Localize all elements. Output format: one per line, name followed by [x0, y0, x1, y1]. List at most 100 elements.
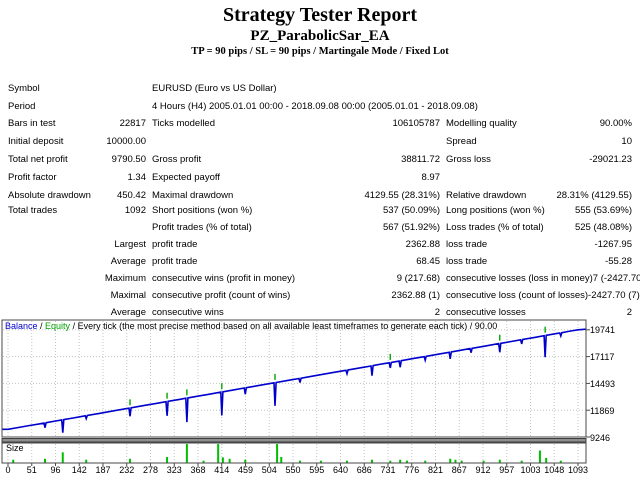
stat-value: 9790.50 — [111, 153, 146, 165]
stat-value: Maximal — [110, 290, 146, 301]
x-axis-label: 912 — [475, 465, 491, 475]
x-axis-label: 686 — [356, 465, 372, 475]
stat-group: consecutive wins (profit in money) 9 (217… — [152, 273, 440, 284]
stat-value: 2 — [626, 307, 632, 318]
stat-label: Ticks modelled — [152, 117, 216, 129]
stat-value: 106105787 — [392, 117, 440, 129]
stat-group: Relative drawdown 28.31% (4129.55) — [446, 190, 632, 201]
y-axis-label: 19741 — [590, 325, 616, 336]
x-axis-label: 459 — [237, 465, 254, 475]
stat-label: loss trade — [446, 256, 488, 267]
stat-group: Initial deposit 10000.00 — [8, 136, 146, 147]
stat-label: Spread — [446, 135, 477, 147]
stat-value: 9 (217.68) — [396, 273, 440, 284]
ea-name: PZ_ParabolicSar_EA — [250, 28, 390, 44]
stat-group: consecutive wins 2 — [152, 307, 440, 318]
chart-border — [1, 319, 587, 438]
stat-label: Total trades — [8, 205, 58, 216]
table-row: Maximum consecutive wins (profit in money… — [8, 270, 640, 287]
stat-value: 22817 — [119, 117, 146, 129]
stat-label: Expected payoff — [152, 171, 220, 183]
panel-splitter — [1, 438, 587, 443]
table-row: Profit factor 1.34 Expected payoff 8.97 — [8, 168, 632, 186]
size-bar — [299, 460, 302, 463]
stat-group: Maximal — [8, 290, 146, 301]
size-bar — [217, 444, 220, 463]
size-bar — [44, 458, 47, 463]
ea-settings-line: TP = 90 pips / SL = 90 pips / Martingale… — [191, 46, 449, 57]
info-value: EURUSD (Euro vs US Dollar) — [152, 82, 277, 94]
size-bar — [221, 457, 224, 463]
table-row: Symbol EURUSD (Euro vs US Dollar) — [8, 79, 632, 97]
stat-group: Gross loss -29021.23 — [446, 154, 632, 165]
legend-separator: / — [37, 321, 46, 331]
stat-label: Short positions (won %) — [152, 205, 253, 216]
stat-group: Spread 10 — [446, 136, 632, 147]
x-axis-label: 278 — [142, 465, 159, 475]
stat-label: consecutive wins — [152, 307, 224, 318]
legend-separator: / — [467, 321, 475, 331]
info-value: 4 Hours (H4) 2005.01.01 00:00 - 2018.09.… — [152, 100, 478, 112]
stat-group: Maximal drawdown 4129.55 (28.31%) — [152, 190, 440, 201]
stat-group: profit trade 2362.88 — [152, 239, 440, 250]
stat-label: Total net profit — [8, 153, 68, 165]
stat-value: 2 — [434, 307, 440, 318]
x-axis-label: 0 — [5, 465, 11, 475]
x-axis-label: 1003 — [520, 465, 541, 475]
table-row: Maximal consecutive profit (count of wins… — [8, 287, 640, 304]
stat-value: 2362.88 — [405, 239, 440, 250]
stat-label: Long positions (won %) — [446, 205, 545, 216]
stat-group: Maximum — [8, 273, 146, 284]
size-bar — [498, 459, 501, 463]
balance-equity-chart — [1, 319, 590, 466]
stat-value: 1.34 — [127, 171, 147, 183]
stat-label: consecutive profit (count of wins) — [152, 290, 291, 301]
y-axis-label: 14493 — [590, 378, 616, 389]
table-row: Profit trades (% of total) 567 (51.92%) Lo… — [8, 219, 632, 236]
stat-value: -1267.95 — [594, 239, 632, 250]
size-bar — [280, 456, 283, 463]
stat-label: consecutive wins (profit in money) — [152, 273, 296, 284]
stat-label: consecutive losses (loss in money) — [446, 273, 593, 284]
stat-group: Profit trades (% of total) 567 (51.92%) — [152, 222, 440, 233]
stat-group: consecutive losses (loss in money) 7 (-24… — [446, 273, 640, 284]
stat-value: 7 (-2427.70) — [592, 273, 640, 284]
stat-value: 555 (53.69%) — [574, 205, 632, 216]
page-title: Strategy Tester Report — [222, 4, 418, 26]
stat-group: consecutive losses 2 — [446, 307, 632, 318]
stat-value: 2362.88 (1) — [391, 290, 440, 301]
x-axis-label: 414 — [214, 465, 230, 475]
stat-group: Ticks modelled 106105787 — [152, 118, 440, 129]
size-bar — [424, 460, 427, 463]
x-axis-label: 187 — [95, 465, 111, 475]
stat-group: profit trade 68.45 — [152, 256, 440, 267]
stat-value: 537 (50.09%) — [382, 205, 440, 216]
stat-value: 567 (51.92%) — [382, 222, 440, 233]
stat-value: Largest — [114, 239, 146, 250]
y-axis-label: 9246 — [590, 432, 611, 443]
x-axis-label: 731 — [380, 465, 396, 475]
stat-label: consecutive loss (count of losses) — [446, 290, 589, 301]
size-bar — [405, 460, 408, 463]
stat-value: 10000.00 — [106, 135, 146, 147]
stat-label: Absolute drawdown — [8, 189, 91, 201]
stat-value: Average — [110, 256, 146, 267]
x-axis-label: 595 — [309, 465, 325, 475]
size-bar — [276, 444, 279, 463]
stat-group: Average — [8, 256, 146, 267]
stat-value: 525 (48.08%) — [574, 222, 632, 233]
legend-method: Every tick (the most precise method base… — [77, 321, 468, 331]
x-axis-label: 821 — [427, 465, 444, 475]
stat-value: 4129.55 (28.31%) — [364, 189, 440, 201]
legend-quality: 90.00 — [474, 321, 498, 331]
stat-group: consecutive profit (count of wins) 2362.8… — [152, 290, 440, 301]
stat-value: 38811.72 — [401, 153, 440, 165]
stat-value: -29021.23 — [589, 153, 632, 165]
balance-line — [2, 328, 587, 433]
size-bar — [460, 460, 463, 463]
size-panel-label: Size — [6, 443, 24, 453]
x-axis-label: 368 — [190, 465, 206, 475]
stat-label: Modelling quality — [446, 117, 517, 129]
size-bar — [12, 459, 15, 463]
table-row: Initial deposit 10000.00 Spread 10 — [8, 132, 632, 150]
